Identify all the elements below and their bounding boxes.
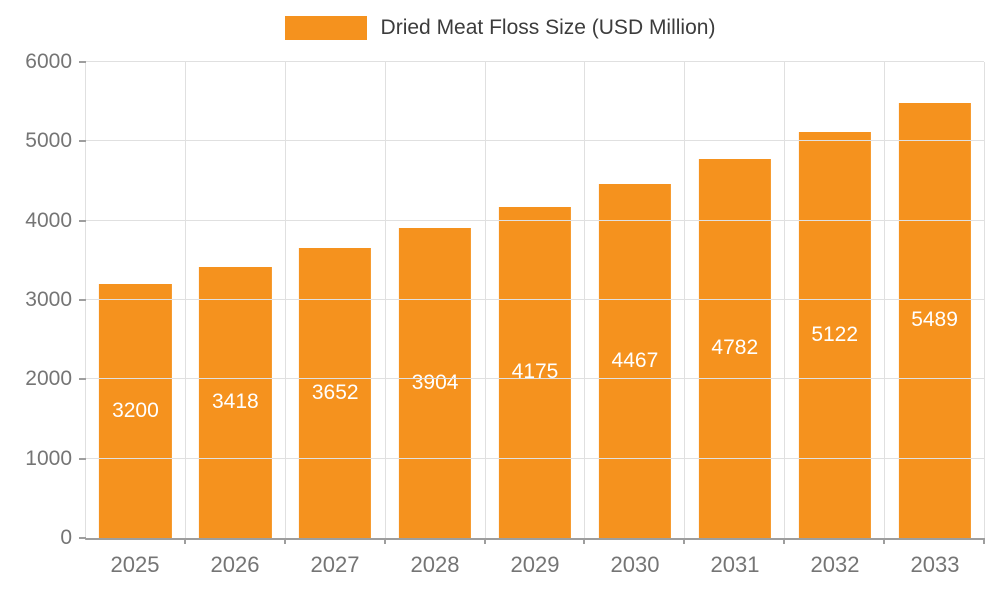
bar-2027[interactable]: 3652 xyxy=(299,248,372,538)
x-axis-label-2031: 2031 xyxy=(710,552,760,577)
x-axis-labels: 2025 2026 2027 2028 2029 2030 2031 2032 2033 xyxy=(85,552,985,578)
y-axis-label: 0 xyxy=(60,526,72,549)
gridline xyxy=(86,457,984,459)
x-axis-label-2030: 2030 xyxy=(610,552,660,577)
y-axis-tick xyxy=(79,219,86,222)
y-axis-label: 2000 xyxy=(25,367,72,391)
bar-slot: 4467 xyxy=(585,62,686,544)
bar-2031[interactable]: 4782 xyxy=(698,158,771,538)
x-axis-tick xyxy=(483,538,486,544)
x-axis-label-2028: 2028 xyxy=(410,552,460,577)
bar-value-label: 3652 xyxy=(311,381,359,405)
y-axis-tick xyxy=(79,140,86,143)
chart-legend[interactable]: Dried Meat Floss Size (USD Million) xyxy=(0,16,1000,40)
y-axis-tick xyxy=(79,537,86,539)
gridline xyxy=(86,61,984,62)
bar-value-label: 4782 xyxy=(711,336,759,360)
gridline xyxy=(86,299,984,300)
bar-2026[interactable]: 3418 xyxy=(199,266,272,538)
x-axis-label-2033: 2033 xyxy=(910,552,960,577)
x-axis-tick xyxy=(183,538,186,544)
bar-value-label: 4175 xyxy=(511,360,559,384)
bar-value-label: 3200 xyxy=(112,399,159,423)
x-axis-label-2025: 2025 xyxy=(110,552,160,577)
y-axis-tick xyxy=(79,378,86,381)
bar-slot: 4175 xyxy=(486,62,586,544)
x-axis-tick xyxy=(683,538,686,544)
y-axis-tick xyxy=(79,457,86,460)
bar-value-label: 3418 xyxy=(211,390,259,414)
x-axis-tick xyxy=(383,538,386,544)
x-axis-label-2029: 2029 xyxy=(510,552,560,577)
y-axis-label: 1000 xyxy=(25,446,72,470)
bar-slot: 5489 xyxy=(885,62,986,544)
bar-value-label: 3904 xyxy=(411,371,459,395)
bar-slot: 3418 xyxy=(186,62,286,544)
gridline xyxy=(86,140,984,142)
bar-slot: 4782 xyxy=(685,62,786,544)
bar-2032[interactable]: 5122 xyxy=(798,131,871,538)
y-axis-label: 6000 xyxy=(25,50,72,73)
x-axis-tick xyxy=(783,538,786,544)
y-axis-label: 3000 xyxy=(25,288,72,311)
gridline xyxy=(86,378,984,380)
bar-2028[interactable]: 3904 xyxy=(399,228,472,538)
bar-value-label: 4467 xyxy=(611,348,659,372)
legend-swatch-icon xyxy=(284,16,367,40)
x-axis-label-2026: 2026 xyxy=(210,552,260,577)
bar-2033[interactable]: 5489 xyxy=(898,102,971,538)
bar-value-label: 5489 xyxy=(911,308,958,332)
y-axis-tick xyxy=(79,61,86,63)
gridline xyxy=(86,219,984,221)
bar-2029[interactable]: 4175 xyxy=(498,206,572,538)
bar-slot: 3652 xyxy=(286,62,386,544)
x-axis-tick xyxy=(983,538,986,544)
bar-2030[interactable]: 4467 xyxy=(598,183,671,538)
bar-slot: 3200 xyxy=(86,62,186,544)
legend-label: Dried Meat Floss Size (USD Million) xyxy=(380,16,716,39)
bar-2025[interactable]: 3200 xyxy=(99,284,172,538)
x-axis-tick xyxy=(583,538,586,544)
plot-area: 3200 3418 3652 3904 4175 4467 4782 5122 5489 0 10… xyxy=(25,50,986,549)
bar-value-label: 5122 xyxy=(811,322,859,346)
bar-slots: 3200 3418 3652 3904 4175 4467 4782 5122 5489 xyxy=(86,62,986,544)
x-axis-label-2032: 2032 xyxy=(810,552,860,577)
y-axis-label: 4000 xyxy=(25,208,72,232)
y-axis-label: 5000 xyxy=(25,129,72,153)
bar-slot: 5122 xyxy=(785,62,886,544)
x-axis-tick xyxy=(883,538,886,544)
x-axis-tick xyxy=(283,538,286,544)
y-axis-tick xyxy=(79,299,86,301)
bar-slot: 3904 xyxy=(386,62,486,544)
x-axis-label-2027: 2027 xyxy=(310,552,360,577)
